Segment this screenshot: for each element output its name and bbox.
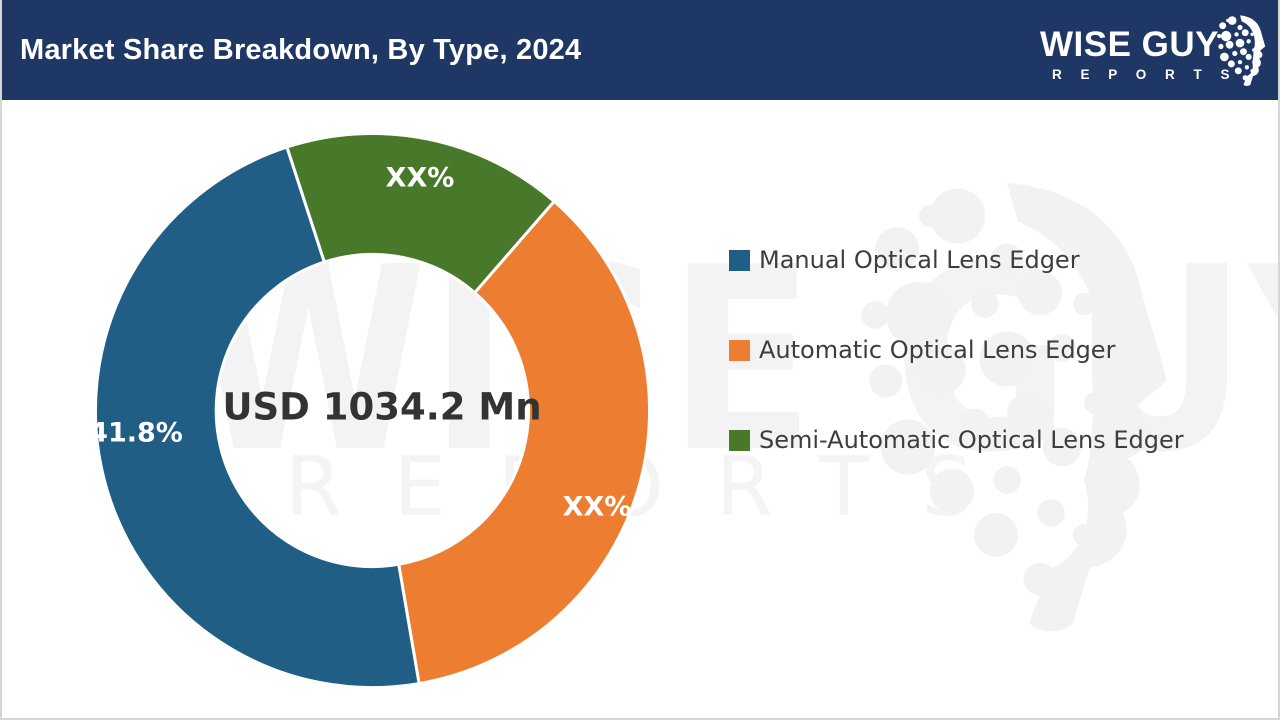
legend-label-manual: Manual Optical Lens Edger: [759, 246, 1080, 274]
brand-logo: WISE GUY R E P O R T S: [1040, 15, 1266, 86]
legend-item-automatic: Automatic Optical Lens Edger: [729, 336, 1184, 364]
segment-semi-automatic: [285, 132, 556, 295]
segment-automatic: [397, 199, 652, 686]
header-bar: Market Share Breakdown, By Type, 2024 WI…: [0, 0, 1280, 100]
segment-manual: [93, 145, 421, 690]
logo-sub-text: R E P O R T S: [1052, 67, 1237, 82]
segment-label-automatic: XX%: [562, 491, 632, 523]
legend: Manual Optical Lens Edger Automatic Opti…: [729, 246, 1184, 518]
page-title: Market Share Breakdown, By Type, 2024: [20, 34, 582, 66]
segment-label-manual: 41.8%: [89, 417, 183, 449]
legend-swatch-semi-automatic: [729, 429, 750, 451]
legend-swatch-manual: [729, 249, 750, 271]
legend-label-automatic: Automatic Optical Lens Edger: [759, 336, 1116, 364]
legend-swatch-automatic: [729, 339, 750, 361]
donut-chart: [93, 132, 652, 690]
legend-label-semi-automatic: Semi-Automatic Optical Lens Edger: [759, 426, 1184, 454]
segment-label-semi-automatic: XX%: [385, 162, 455, 194]
center-value: USD 1034.2 Mn: [222, 385, 542, 429]
legend-item-manual: Manual Optical Lens Edger: [729, 246, 1184, 274]
logo-brand-text: WISE GUY: [1040, 25, 1219, 64]
legend-item-semi-automatic: Semi-Automatic Optical Lens Edger: [729, 426, 1184, 454]
